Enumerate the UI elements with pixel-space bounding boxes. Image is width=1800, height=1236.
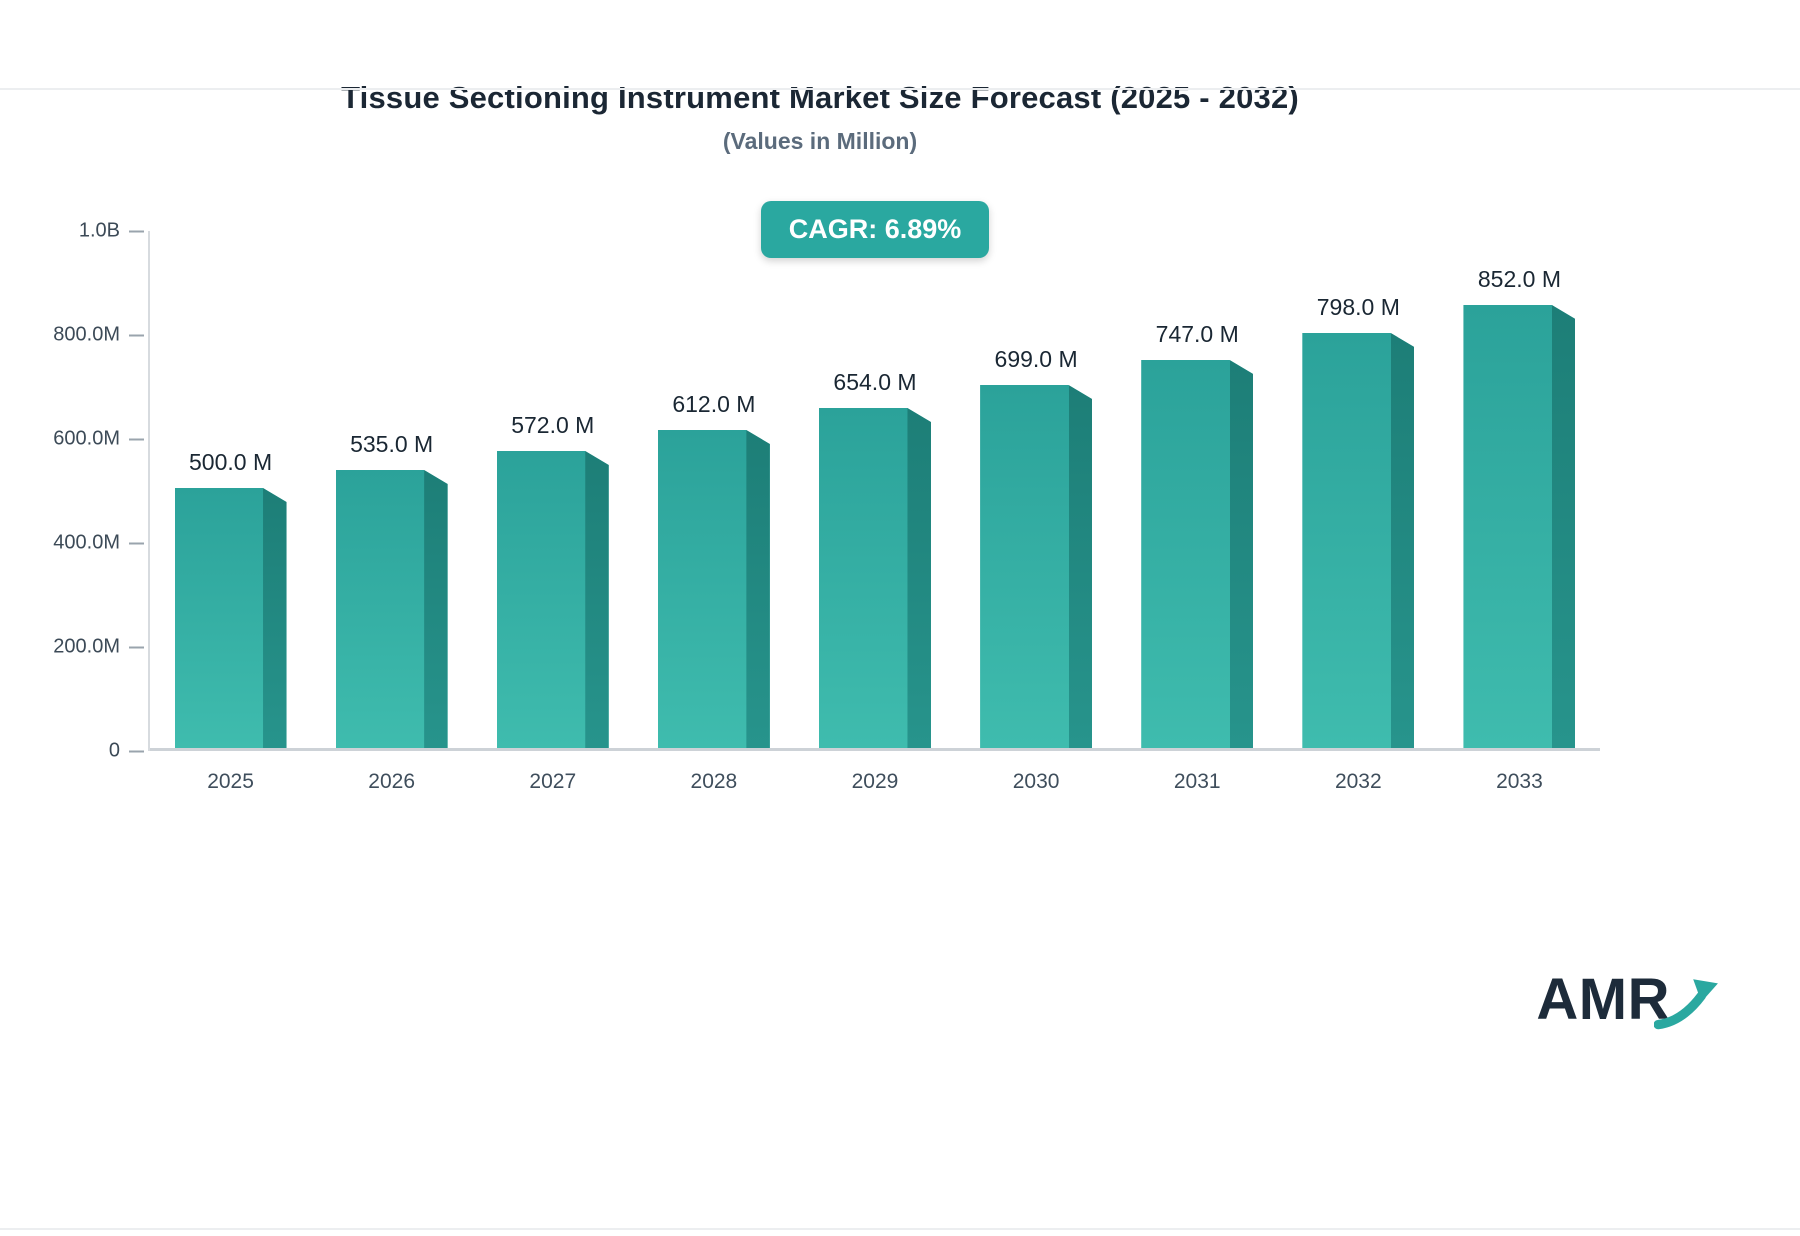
bar	[980, 385, 1093, 748]
y-tick-label: 400.0M	[53, 531, 120, 554]
x-axis-label: 2030	[1012, 770, 1060, 793]
y-tick-mark	[129, 438, 144, 440]
y-tick-mark	[129, 334, 144, 336]
bar	[174, 488, 287, 748]
bar-group: 535.0 M 2026	[311, 231, 472, 793]
bar-value-label: 798.0 M	[1316, 294, 1400, 320]
logo-text: AMR	[1536, 967, 1670, 1032]
bar-value-label: 500.0 M	[188, 449, 273, 475]
bar-group: 572.0 M 2027	[472, 231, 633, 793]
growth-arrow-icon	[1654, 978, 1718, 1029]
y-tick-label: 800.0M	[53, 323, 120, 346]
x-axis-label: 2027	[529, 770, 577, 793]
x-axis-label: 2026	[368, 770, 416, 793]
bar-group: 852.0 M 2033	[1439, 231, 1600, 793]
bar	[1463, 305, 1576, 748]
bar	[657, 430, 770, 748]
bar	[818, 408, 931, 748]
y-tick-label: 1.0B	[78, 219, 120, 242]
y-tick-mark	[129, 646, 144, 648]
x-axis-label: 2033	[1496, 770, 1543, 793]
bar	[335, 470, 448, 748]
cagr-badge: CAGR: 6.89%	[760, 201, 990, 258]
y-tick-label: 200.0M	[53, 635, 120, 658]
y-tick: 0	[109, 740, 148, 763]
y-tick: 200.0M	[53, 636, 148, 659]
amr-logo: AMR	[1536, 966, 1720, 1033]
badge-row: CAGR: 6.89%	[150, 201, 1600, 258]
bar-group: 798.0 M 2032	[1278, 231, 1439, 793]
chart-title: Tissue Sectioning Instrument Market Size…	[341, 80, 1299, 115]
bar-value-label: 699.0 M	[994, 346, 1078, 372]
chart-subtitle: (Values in Million)	[722, 128, 918, 154]
bar-group: 747.0 M 2031	[1117, 231, 1278, 793]
bar-group: 612.0 M 2028	[633, 231, 794, 793]
bar-value-label: 654.0 M	[833, 369, 917, 395]
bar	[1302, 333, 1415, 748]
y-tick-mark	[129, 542, 144, 544]
x-axis-label: 2028	[690, 770, 738, 793]
bar-group: 654.0 M 2029	[794, 231, 955, 793]
x-axis-label: 2025	[207, 770, 254, 793]
bar-chart: 0 200.0M 400.0M 600.0M 800.0M 1.0B 500.0 M 202…	[40, 220, 1600, 793]
y-tick-mark	[129, 750, 144, 752]
bar-group: 699.0 M 2030	[956, 231, 1117, 793]
y-tick: 800.0M	[53, 324, 148, 347]
bottom-border-line	[0, 1228, 1800, 1230]
bar	[496, 451, 609, 748]
y-tick-mark	[129, 230, 144, 232]
x-axis-label: 2029	[851, 770, 899, 793]
y-tick: 1.0B	[79, 220, 148, 243]
bar-value-label: 747.0 M	[1155, 321, 1239, 347]
y-tick-label: 0	[108, 739, 120, 762]
bar-value-label: 852.0 M	[1477, 266, 1561, 292]
x-axis-label: 2031	[1173, 770, 1221, 793]
top-border-line	[0, 88, 1800, 90]
y-axis: 0 200.0M 400.0M 600.0M 800.0M 1.0B	[40, 220, 150, 762]
y-tick: 400.0M	[53, 532, 148, 555]
bar-value-label: 572.0 M	[511, 412, 595, 438]
bar-value-label: 535.0 M	[350, 431, 434, 457]
bar-group: 500.0 M 2025	[150, 231, 311, 793]
y-tick-label: 600.0M	[53, 427, 120, 450]
bar	[1141, 360, 1254, 748]
x-axis-label: 2032	[1334, 770, 1382, 793]
plot-area: 500.0 M 2025 535.0 M 2026 572.0 M 2027 612.0 M…	[150, 231, 1600, 793]
bar-value-label: 612.0 M	[672, 391, 756, 417]
y-tick: 600.0M	[53, 428, 148, 451]
